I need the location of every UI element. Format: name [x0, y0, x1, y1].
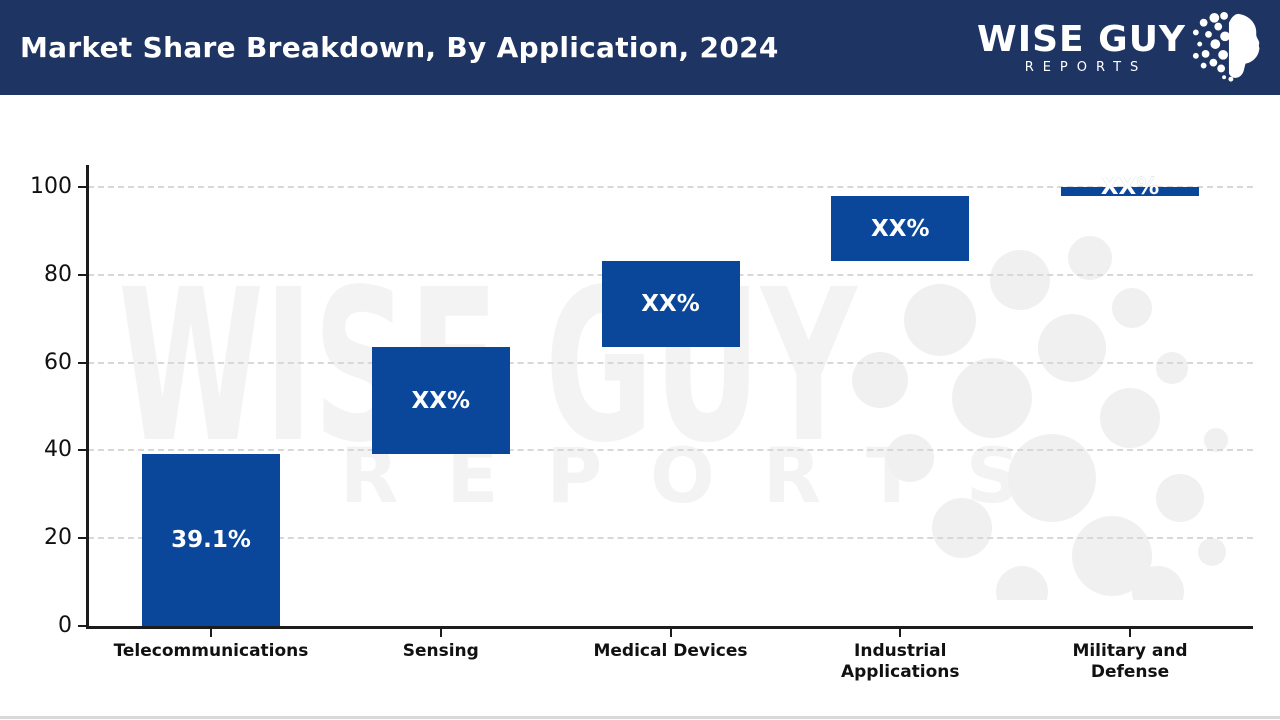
- brand-subname: REPORTS: [1024, 59, 1148, 75]
- x-tick-medical-devices: [669, 628, 672, 637]
- y-tick-0: [78, 625, 88, 627]
- x-category-label-medical-devices: Medical Devices: [593, 641, 748, 661]
- y-tick-80: [78, 273, 88, 276]
- gridline-100: [88, 186, 1253, 188]
- bar-telecommunications: [142, 454, 280, 626]
- bar-military-and-defense: [1061, 187, 1199, 197]
- dotted-head-icon: [1192, 11, 1260, 82]
- x-axis-line: [86, 626, 1253, 629]
- x-category-label-sensing: Sensing: [402, 641, 479, 661]
- x-category-label-telecommunications: Telecommunications: [113, 641, 309, 661]
- brand-logo: WISE GUY REPORTS: [977, 6, 1266, 90]
- bar-value-sensing: XX%: [411, 387, 470, 414]
- x-tick-sensing: [439, 628, 442, 637]
- gridline-20: [88, 537, 1253, 540]
- y-tick-label-60: 60: [44, 349, 72, 375]
- y-axis-line: [86, 165, 89, 628]
- bar-industrial-applications: [831, 196, 970, 262]
- bar-value-industrial-applications: XX%: [870, 215, 930, 242]
- watermark-dotted-head: [852, 236, 1228, 600]
- y-tick-label-100: 100: [30, 174, 72, 199]
- bar-value-telecommunications: 39.1%: [171, 527, 251, 554]
- bar-sensing: [371, 346, 510, 455]
- gridline-60: [88, 361, 1253, 364]
- y-tick-label-20: 20: [44, 525, 72, 551]
- x-category-label-military-and-defense: Military and Defense: [1072, 641, 1188, 682]
- x-tick-industrial-applications: [899, 628, 902, 637]
- y-tick-label-40: 40: [44, 437, 72, 463]
- x-tick-military-and-defense: [1129, 628, 1131, 637]
- bar-medical-devices: [601, 261, 740, 347]
- y-tick-100: [78, 186, 88, 188]
- bar-value-medical-devices: XX%: [641, 290, 700, 317]
- y-tick-60: [78, 361, 88, 364]
- bar-value-military-and-defense: XX%: [1100, 174, 1160, 200]
- brand-logo-text: WISE GUY REPORTS: [977, 21, 1186, 75]
- y-tick-label-80: 80: [44, 261, 72, 287]
- footer-divider: [0, 716, 1280, 719]
- brand-name: WISE GUY: [976, 19, 1186, 61]
- page-title: Market Share Breakdown, By Application, …: [20, 31, 779, 64]
- x-category-label-industrial-applications: Industrial Applications: [840, 641, 960, 682]
- header-bar: Market Share Breakdown, By Application, …: [0, 0, 1280, 95]
- y-tick-label-0: 0: [58, 613, 72, 638]
- x-tick-telecommunications: [210, 628, 212, 637]
- y-tick-40: [78, 449, 88, 452]
- gridline-40: [88, 449, 1253, 452]
- y-tick-20: [78, 537, 88, 540]
